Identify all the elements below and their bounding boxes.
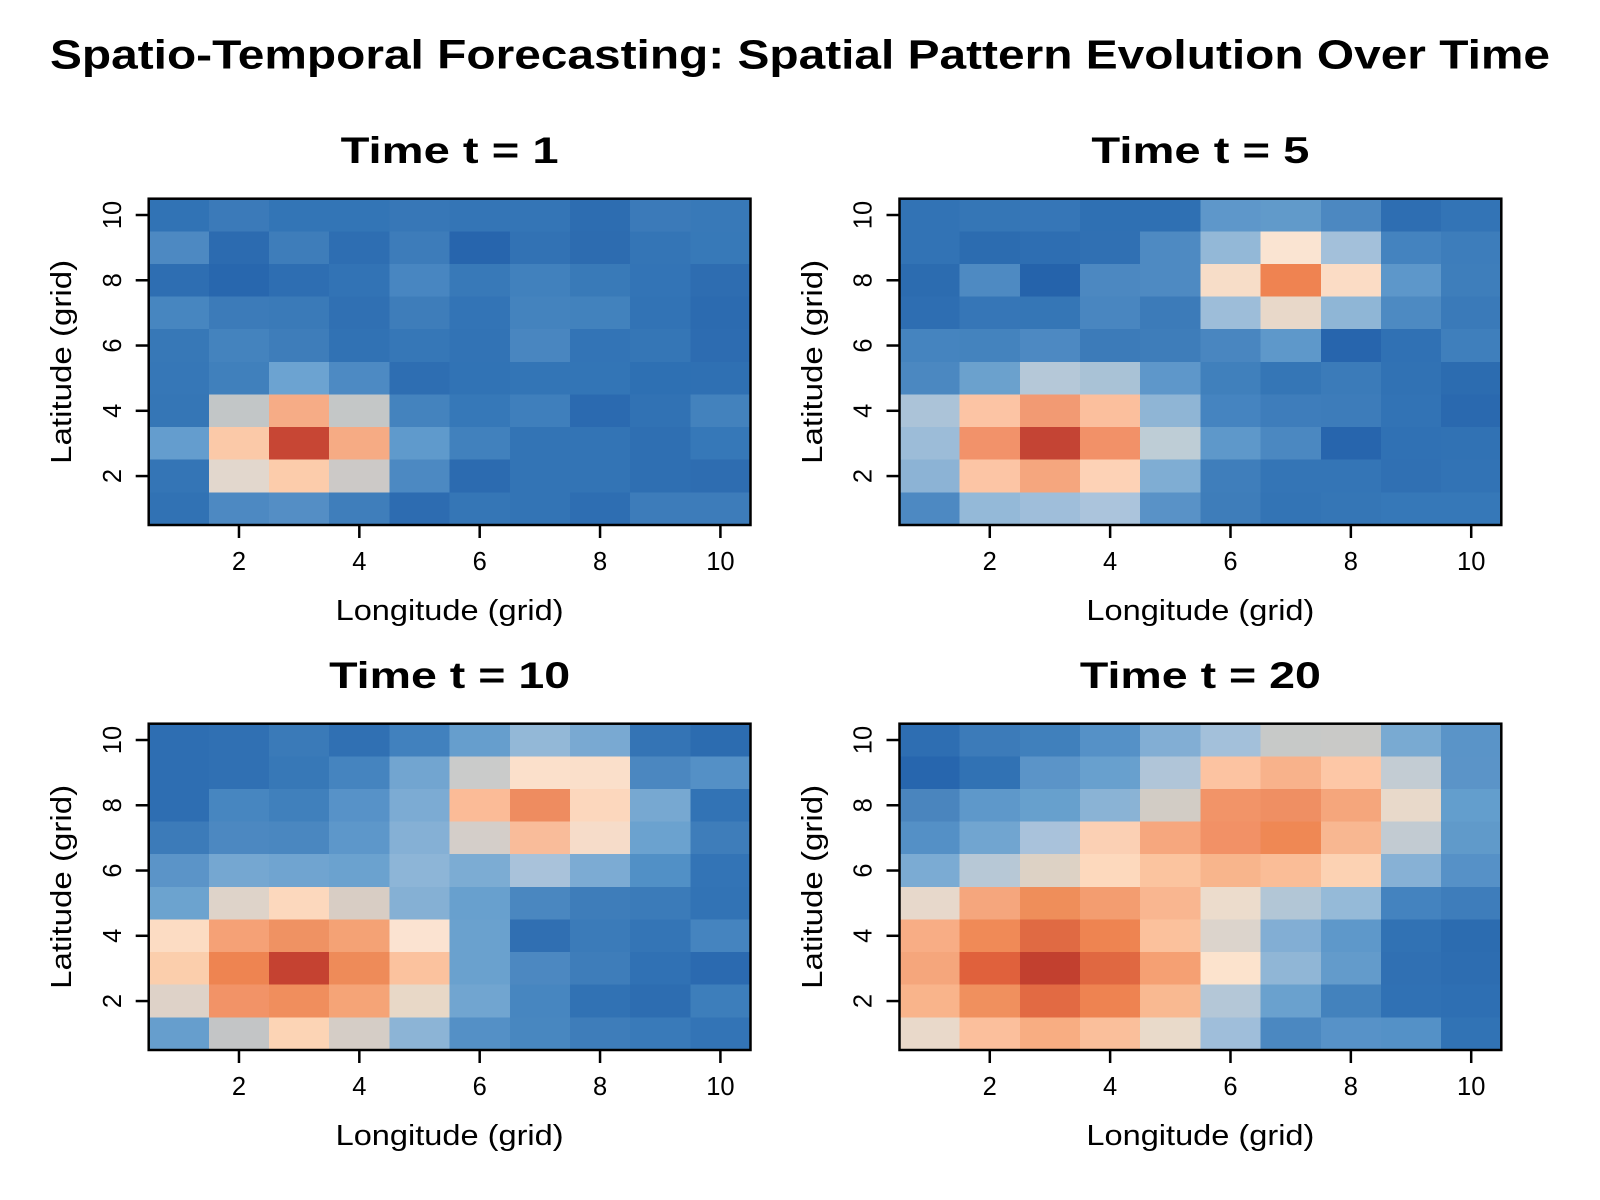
svg-text:8: 8 — [593, 548, 607, 576]
svg-text:4: 4 — [99, 929, 127, 943]
svg-text:6: 6 — [473, 1073, 487, 1101]
svg-text:4: 4 — [1103, 548, 1117, 576]
svg-text:6: 6 — [1223, 1073, 1237, 1101]
svg-text:8: 8 — [1344, 1073, 1358, 1101]
svg-text:6: 6 — [850, 863, 878, 877]
svg-text:4: 4 — [99, 404, 127, 418]
svg-text:Longitude (grid): Longitude (grid) — [336, 595, 564, 627]
svg-text:Spatio-Temporal Forecasting: S: Spatio-Temporal Forecasting: Spatial Pat… — [50, 32, 1550, 78]
svg-text:Longitude (grid): Longitude (grid) — [1086, 1120, 1314, 1152]
svg-text:8: 8 — [99, 273, 127, 287]
svg-text:4: 4 — [352, 1073, 366, 1101]
svg-text:Latitude (grid): Latitude (grid) — [46, 260, 78, 464]
svg-text:Time t = 1: Time t = 1 — [341, 129, 559, 171]
svg-text:2: 2 — [983, 1073, 997, 1101]
svg-text:2: 2 — [850, 469, 878, 483]
svg-text:4: 4 — [850, 929, 878, 943]
svg-text:6: 6 — [473, 548, 487, 576]
svg-text:Longitude (grid): Longitude (grid) — [1086, 595, 1314, 627]
svg-text:10: 10 — [706, 1073, 734, 1101]
svg-text:Latitude (grid): Latitude (grid) — [46, 785, 78, 989]
svg-text:4: 4 — [850, 404, 878, 418]
svg-text:Latitude (grid): Latitude (grid) — [797, 260, 829, 464]
svg-text:8: 8 — [850, 273, 878, 287]
svg-text:Longitude (grid): Longitude (grid) — [336, 1120, 564, 1152]
svg-text:8: 8 — [593, 1073, 607, 1101]
svg-text:6: 6 — [99, 863, 127, 877]
svg-text:2: 2 — [232, 1073, 246, 1101]
svg-text:2: 2 — [983, 548, 997, 576]
svg-text:4: 4 — [352, 548, 366, 576]
svg-text:10: 10 — [1457, 1073, 1485, 1101]
svg-text:10: 10 — [1457, 548, 1485, 576]
svg-text:10: 10 — [850, 201, 878, 229]
svg-text:Latitude (grid): Latitude (grid) — [797, 785, 829, 989]
svg-text:4: 4 — [1103, 1073, 1117, 1101]
svg-text:10: 10 — [99, 201, 127, 229]
svg-text:Time t = 5: Time t = 5 — [1091, 129, 1309, 171]
svg-text:6: 6 — [99, 338, 127, 352]
svg-text:2: 2 — [232, 548, 246, 576]
svg-text:2: 2 — [99, 469, 127, 483]
svg-text:8: 8 — [850, 798, 878, 812]
svg-text:Time t = 20: Time t = 20 — [1080, 654, 1321, 696]
svg-text:8: 8 — [1344, 548, 1358, 576]
svg-text:2: 2 — [99, 994, 127, 1008]
svg-text:10: 10 — [850, 726, 878, 754]
svg-text:Time t = 10: Time t = 10 — [329, 654, 570, 696]
svg-text:2: 2 — [850, 994, 878, 1008]
svg-text:6: 6 — [1223, 548, 1237, 576]
svg-text:8: 8 — [99, 798, 127, 812]
svg-text:6: 6 — [850, 338, 878, 352]
svg-text:10: 10 — [99, 726, 127, 754]
svg-text:10: 10 — [706, 548, 734, 576]
